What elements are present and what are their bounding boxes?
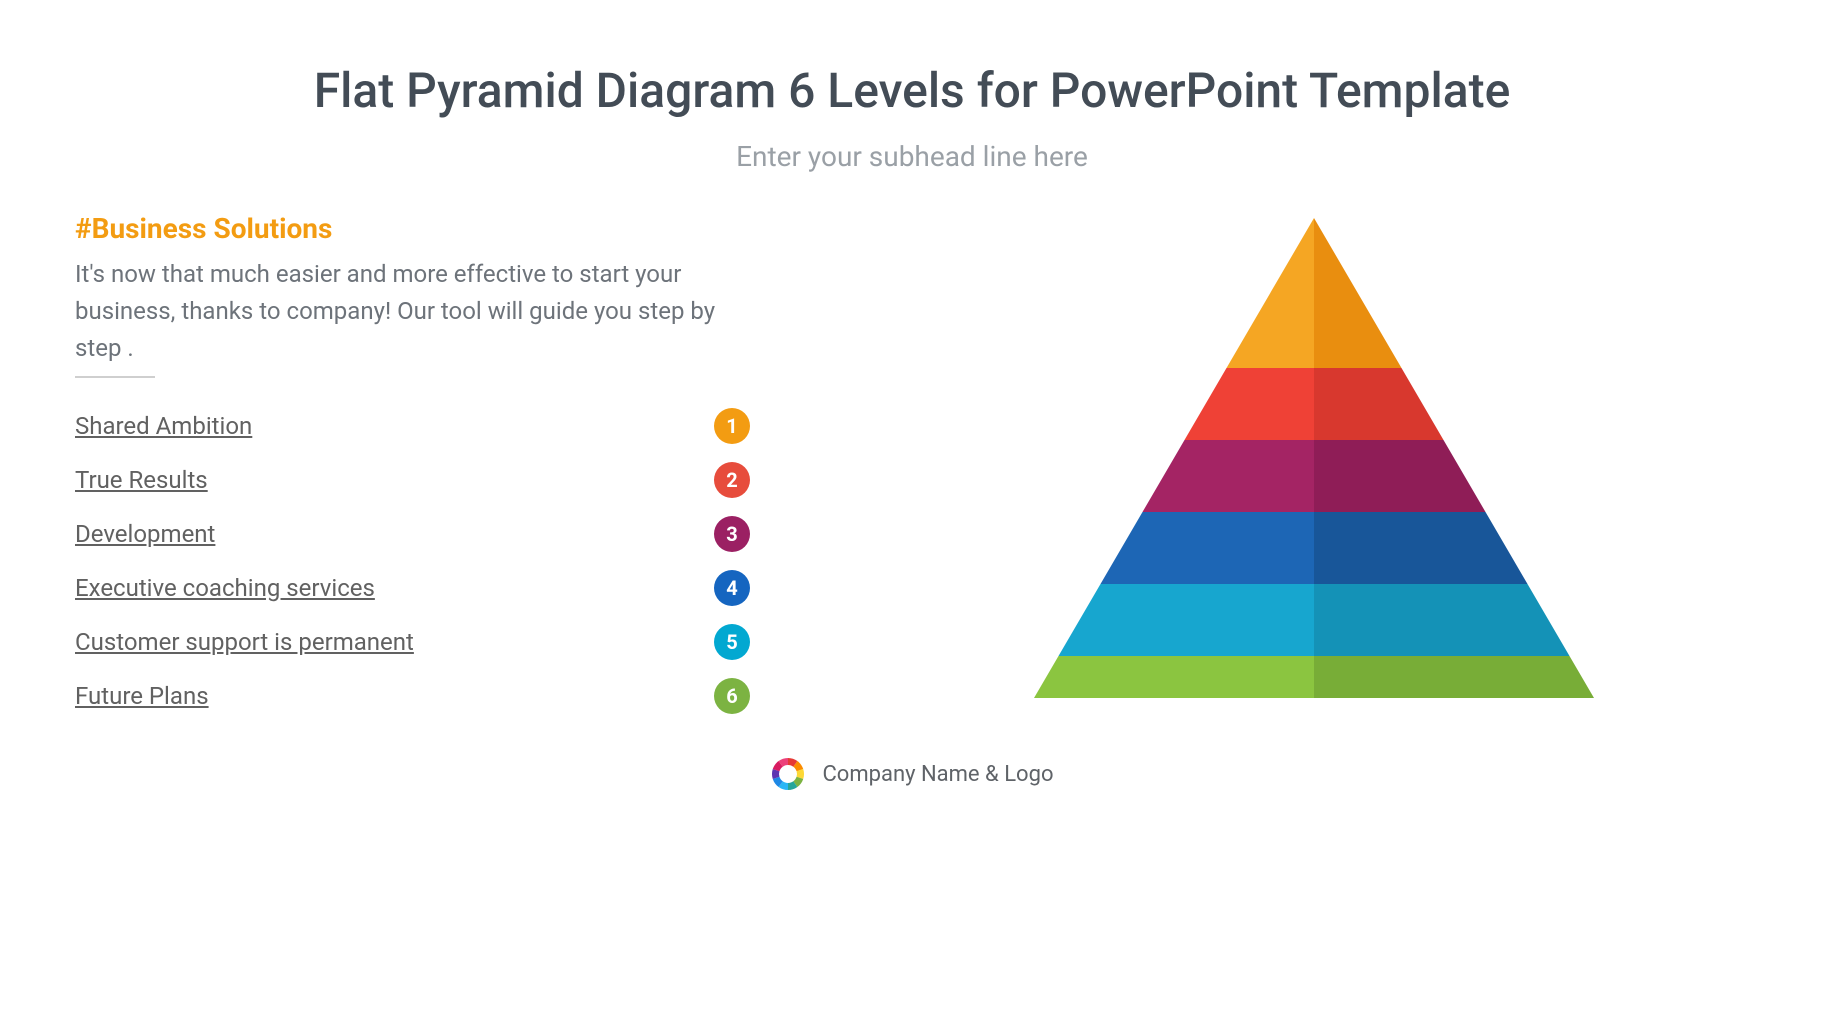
slide-title: Flat Pyramid Diagram 6 Levels for PowerP… bbox=[0, 62, 1824, 119]
list-item: Future Plans 6 bbox=[75, 678, 750, 714]
list-item: Customer support is permanent 5 bbox=[75, 624, 750, 660]
pyramid-level-left bbox=[1185, 368, 1315, 440]
footer-text: Company Name & Logo bbox=[822, 762, 1053, 787]
pyramid-level-right bbox=[1314, 656, 1594, 698]
pyramid-level-right bbox=[1314, 368, 1444, 440]
pyramid-level-left bbox=[1227, 218, 1315, 368]
list-item-badge: 2 bbox=[714, 462, 750, 498]
list-item-label: Shared Ambition bbox=[75, 412, 252, 440]
list-item-label: Customer support is permanent bbox=[75, 628, 414, 656]
pyramid-diagram bbox=[1034, 218, 1594, 698]
list-item-label: Future Plans bbox=[75, 682, 209, 710]
pyramid-level-right bbox=[1314, 218, 1402, 368]
slide-subtitle: Enter your subhead line here bbox=[0, 140, 1824, 173]
pyramid-level-right bbox=[1314, 584, 1570, 656]
section-heading: #Business Solutions bbox=[75, 212, 332, 245]
list-item: True Results 2 bbox=[75, 462, 750, 498]
footer: Company Name & Logo bbox=[0, 756, 1824, 792]
list-item-label: Executive coaching services bbox=[75, 574, 375, 602]
list-item-label: True Results bbox=[75, 466, 208, 494]
pyramid-level-right bbox=[1314, 440, 1486, 512]
list-item-badge: 5 bbox=[714, 624, 750, 660]
list-item-badge: 4 bbox=[714, 570, 750, 606]
list-item: Executive coaching services 4 bbox=[75, 570, 750, 606]
pyramid-level-left bbox=[1034, 656, 1314, 698]
pyramid-level-left bbox=[1143, 440, 1315, 512]
list-item-badge: 1 bbox=[714, 408, 750, 444]
slide: Flat Pyramid Diagram 6 Levels for PowerP… bbox=[0, 0, 1824, 1026]
list-item: Development 3 bbox=[75, 516, 750, 552]
list-item-badge: 6 bbox=[714, 678, 750, 714]
pyramid-level-right bbox=[1314, 512, 1528, 584]
pyramid-level-left bbox=[1059, 584, 1315, 656]
section-paragraph: It's now that much easier and more effec… bbox=[75, 256, 755, 368]
list-item-label: Development bbox=[75, 520, 215, 548]
pyramid-level-left bbox=[1101, 512, 1315, 584]
list-item-badge: 3 bbox=[714, 516, 750, 552]
section-divider bbox=[75, 376, 155, 378]
company-logo-icon bbox=[770, 756, 806, 792]
list-item: Shared Ambition 1 bbox=[75, 408, 750, 444]
